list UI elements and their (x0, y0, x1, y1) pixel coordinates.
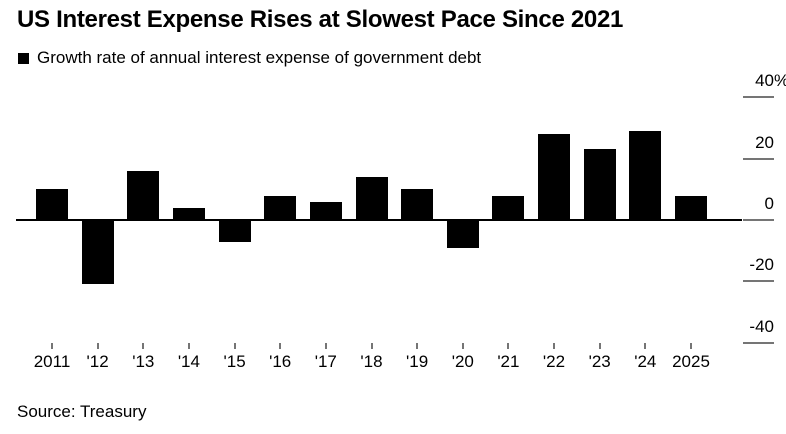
y-axis-tick-label: 20 (755, 132, 774, 152)
bar (264, 195, 297, 220)
legend-square-icon (18, 52, 29, 64)
chart-title: US Interest Expense Rises at Slowest Pac… (17, 6, 624, 33)
x-axis-tick (96, 343, 99, 349)
x-axis-tick-label: '24 (634, 352, 657, 371)
bar (446, 220, 479, 248)
y-axis-tick-label: -20 (749, 255, 774, 275)
x-axis-tick-label: '15 (223, 352, 246, 371)
zero-axis-line (16, 219, 742, 221)
bar (675, 195, 707, 220)
x-axis-tick (51, 343, 53, 349)
bar-chart-plot-area: 40% 20 0 -20 -40 2011 '12 '13 '14 '15 '16 '17 '18 '19… (0, 68, 786, 408)
bar (309, 201, 342, 220)
x-axis-tick-label: '19 (406, 352, 429, 371)
x-axis-tick-label: '16 (269, 352, 292, 371)
x-axis-tick-label: 2011 (33, 352, 71, 371)
bar (81, 220, 114, 285)
x-axis-tick-label: '20 (451, 352, 474, 371)
bar (36, 189, 68, 220)
x-axis-tick-label: '23 (588, 352, 611, 371)
x-axis-tick-label: '12 (86, 352, 109, 371)
x-axis-tick (279, 343, 282, 349)
x-axis-tick (690, 343, 692, 349)
x-axis-tick-label: '14 (177, 352, 200, 371)
y-axis-tick (743, 280, 774, 283)
x-axis-tick (644, 343, 647, 349)
x-axis-tick-label: '18 (360, 352, 383, 371)
percent-suffix: % (774, 71, 786, 91)
x-axis-tick-label: '21 (497, 352, 520, 371)
y-axis-tick (743, 219, 774, 221)
source-note: Source: Treasury (17, 402, 147, 421)
x-axis-tick (461, 343, 464, 349)
x-axis-tick-label: '13 (132, 352, 155, 371)
bar (355, 177, 388, 220)
x-axis-tick-label: '22 (542, 352, 566, 371)
x-axis-tick-label: '17 (314, 352, 337, 371)
legend-label: Growth rate of annual interest expense o… (37, 48, 482, 67)
y-axis-tick-label: 40% (755, 71, 786, 91)
x-axis-tick (187, 343, 190, 349)
bar (127, 170, 160, 220)
x-axis-tick (598, 343, 601, 349)
bar (583, 149, 616, 220)
bar (401, 189, 434, 220)
y-axis-tick-label: 0 (764, 194, 774, 213)
y-axis-tick-label: -40 (749, 316, 774, 336)
x-axis-tick (553, 343, 555, 349)
legend: Growth rate of annual interest expense o… (18, 49, 481, 67)
x-axis-tick (142, 343, 145, 349)
x-axis-tick (324, 343, 327, 349)
y-axis-tick (743, 341, 774, 344)
bar (629, 131, 662, 220)
x-axis-tick (233, 343, 236, 349)
x-axis-tick (507, 343, 510, 349)
x-axis-tick (370, 343, 373, 349)
x-axis-tick (416, 343, 419, 349)
y-axis-tick (743, 157, 774, 160)
bar (218, 220, 251, 242)
bar (538, 134, 570, 220)
x-axis-tick-label: 2025 (672, 352, 710, 371)
bar (492, 195, 525, 220)
bar (172, 207, 205, 220)
y-axis-tick (743, 96, 774, 99)
